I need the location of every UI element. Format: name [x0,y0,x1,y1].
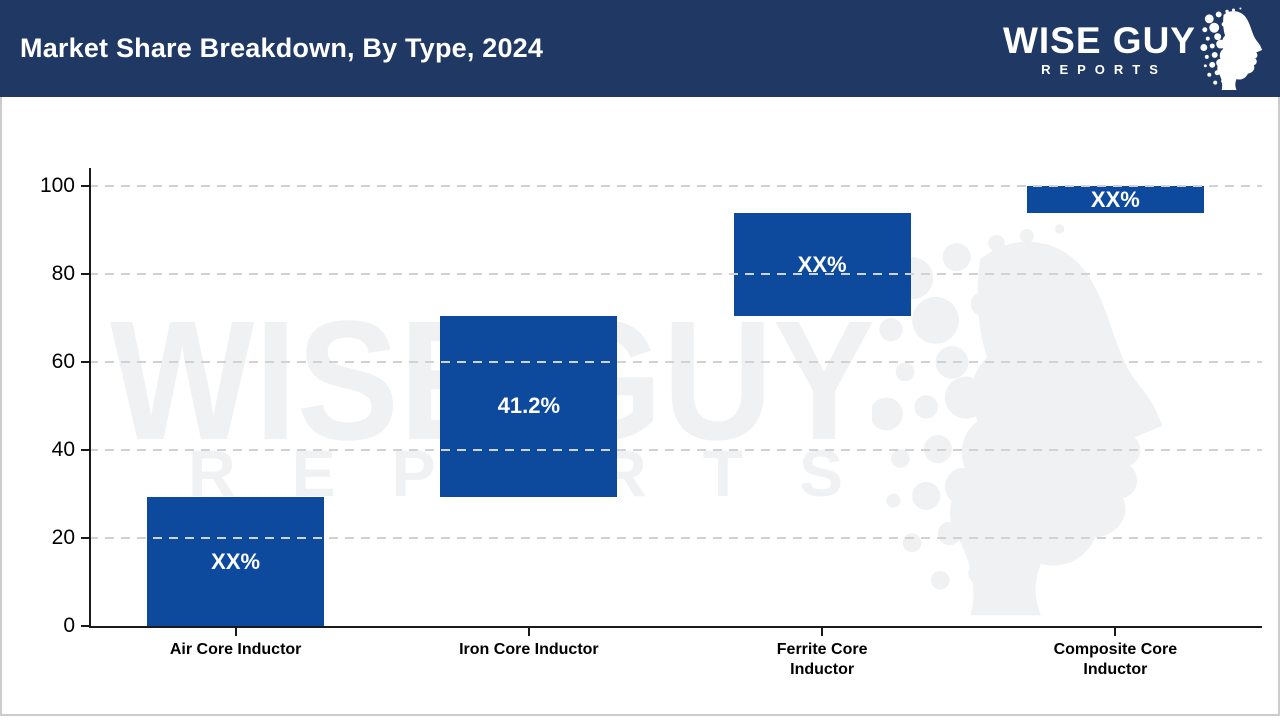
bar-value-label: 41.2% [497,393,561,419]
gridline-80 [89,273,1262,275]
gridline-100 [89,185,1262,187]
x-axis-category-label: Composite Core Inductor [1053,641,1178,678]
bar-4 [1026,186,1204,214]
bar-value-label: XX% [1090,186,1140,212]
y-axis-tick [81,361,89,363]
x-axis-tick [821,628,824,636]
x-axis-category-label: Air Core Inductor [169,641,302,658]
x-axis-category-label: Ferrite Core Inductor [776,641,868,678]
y-axis-tick-label: 20 [51,526,75,549]
gridline-40 [89,449,1262,451]
logo-face-icon [1200,6,1263,90]
wise-guy-reports-logo: WISE GUY REPORTS [1002,6,1280,91]
bar-value-label: XX% [797,251,847,277]
x-axis-category-label: Iron Core Inductor [459,641,599,658]
y-axis-tick [81,449,89,451]
header-bar: Market Share Breakdown, By Type, 2024 WI… [0,0,1280,97]
page-title: Market Share Breakdown, By Type, 2024 [20,33,544,63]
y-axis-tick [81,537,89,539]
x-axis-tick [527,628,530,636]
bar-value-label: XX% [211,548,261,574]
y-axis-tick [81,625,89,627]
y-axis-tick [81,273,89,275]
bar-1 [147,497,325,626]
x-axis-tick [234,628,237,636]
bar-2 [440,315,618,498]
gridline-60 [89,361,1262,363]
y-axis-tick-label: 0 [63,614,75,637]
y-axis-tick-label: 40 [51,438,75,461]
gridline-20 [89,537,1262,539]
y-axis-tick-label: 60 [51,350,75,373]
x-axis-tick [1114,628,1117,636]
x-axis-line [89,626,1262,628]
y-axis-line [89,168,91,628]
bar-3 [733,213,911,316]
logo-wiseguy-text: WISE GUY [1002,19,1196,61]
logo-reports-text: REPORTS [1041,61,1167,77]
y-axis-tick-label: 100 [39,174,75,197]
y-axis-tick-label: 80 [51,262,75,285]
y-axis-tick [81,185,89,187]
